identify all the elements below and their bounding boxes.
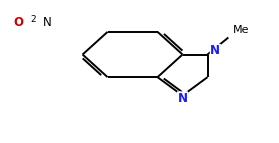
Text: Me: Me bbox=[233, 25, 250, 35]
Text: O: O bbox=[13, 16, 23, 29]
Text: N: N bbox=[210, 44, 220, 57]
Text: N: N bbox=[210, 44, 220, 57]
Text: N: N bbox=[43, 16, 52, 29]
Text: N: N bbox=[177, 92, 187, 105]
Text: N: N bbox=[177, 92, 187, 105]
Text: 2: 2 bbox=[31, 15, 36, 24]
